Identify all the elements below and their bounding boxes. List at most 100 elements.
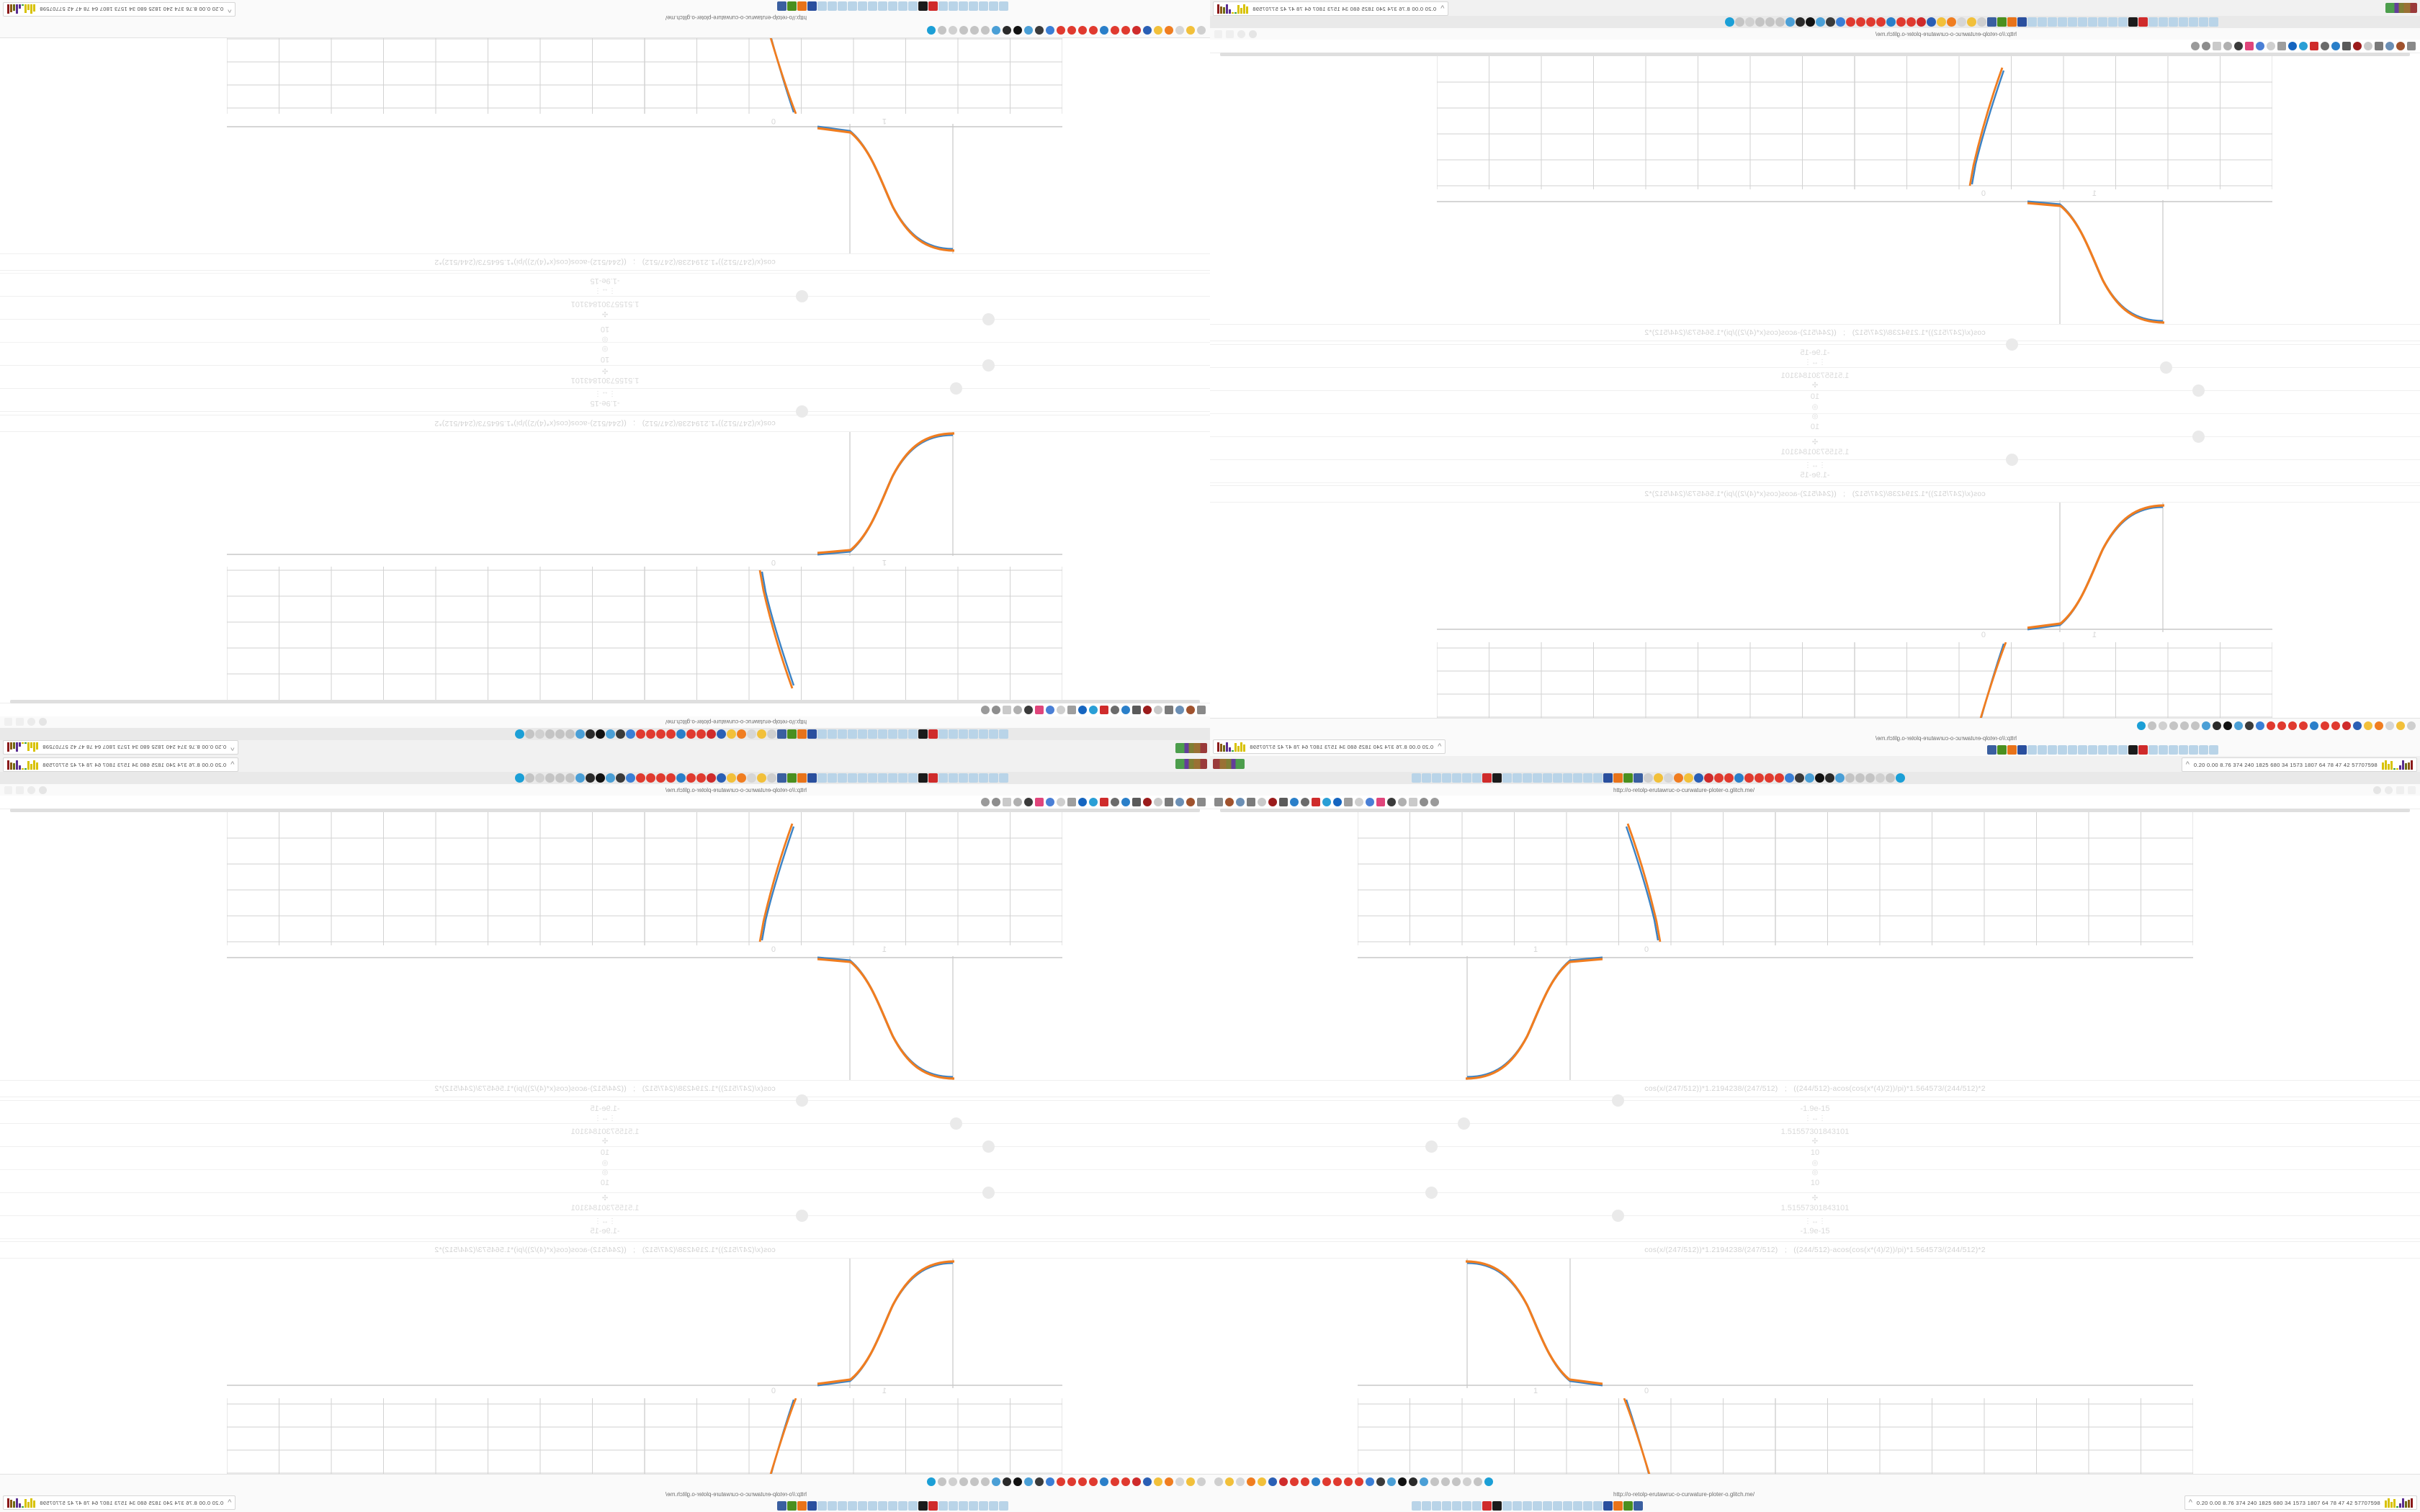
ellipse-icon[interactable] xyxy=(1355,798,1363,806)
toolbar-icon[interactable] xyxy=(555,773,565,783)
tab-favicon[interactable] xyxy=(1432,773,1441,783)
slider-track[interactable] xyxy=(0,411,1210,412)
tab-favicon[interactable] xyxy=(1442,773,1451,783)
toolbar-icon[interactable] xyxy=(757,773,766,783)
plus-blue-icon[interactable] xyxy=(2288,42,2297,50)
toolbar-icon[interactable] xyxy=(616,729,625,739)
control-row-2[interactable]: 10 ◎ xyxy=(1210,384,2420,414)
cog-grey-icon[interactable] xyxy=(1067,798,1076,806)
control-row-3[interactable]: ◎ 10 xyxy=(0,320,1210,343)
slider-track[interactable] xyxy=(0,296,1210,297)
cog-grey-icon[interactable] xyxy=(1067,706,1076,714)
toolbar-icon[interactable] xyxy=(1724,773,1734,783)
disc-icon[interactable] xyxy=(1154,706,1162,714)
tab-favicon[interactable] xyxy=(787,1,797,11)
control-row-5[interactable]: ⋮↔⋮ -1.9e-15 xyxy=(0,273,1210,302)
toolbar-icon[interactable] xyxy=(636,773,645,783)
toolbar-icon[interactable] xyxy=(2213,721,2221,730)
tab-favicon[interactable] xyxy=(969,773,978,783)
formula-bar-lower[interactable]: cos(x/(247/512))*1.2194238/(247/512) ; (… xyxy=(0,253,1210,271)
control-row-3[interactable]: ◎ 10 xyxy=(1210,413,2420,436)
tab-favicon[interactable] xyxy=(797,1,807,11)
formula-text-upper[interactable]: cos(x/(247/512))*1.2194238/(247/512) ; (… xyxy=(1644,1084,1986,1093)
tab-favicon[interactable] xyxy=(2108,17,2118,27)
move-all-icon[interactable]: ✣ xyxy=(601,1138,609,1146)
control-row-1[interactable]: 1.51557301843101 ✣ xyxy=(1210,1117,2420,1147)
slider-track[interactable] xyxy=(1210,436,2420,437)
toolbar-icon[interactable] xyxy=(646,773,655,783)
color-wheel-icon[interactable] xyxy=(1121,798,1130,806)
disc-icon[interactable] xyxy=(1154,798,1162,806)
move-all-icon[interactable]: ✣ xyxy=(601,1194,609,1202)
toolbar-icon[interactable] xyxy=(646,729,655,739)
toolbar-icon[interactable] xyxy=(586,729,595,739)
target-icon[interactable]: ◎ xyxy=(601,345,609,353)
tab-favicon[interactable] xyxy=(777,1,786,11)
tab-favicon[interactable] xyxy=(878,1501,887,1511)
toolbar-icon[interactable] xyxy=(2245,721,2254,730)
toolbar-icon[interactable] xyxy=(2331,721,2340,730)
tab-favicon[interactable] xyxy=(999,1,1008,11)
control-row-4[interactable]: ✣ 1.51557301843101 xyxy=(1210,1187,2420,1216)
toolbar-icon[interactable] xyxy=(586,773,595,783)
tab-favicon[interactable] xyxy=(868,729,877,739)
move-all-icon[interactable]: ✣ xyxy=(1811,438,1819,446)
devtools-perf-strip[interactable]: ^ 0.20 0.00 8.76 374 240 1825 680 34 157… xyxy=(3,757,239,772)
five-icon[interactable] xyxy=(1143,798,1152,806)
refresh-icon[interactable] xyxy=(2223,42,2232,50)
formula-text-upper[interactable]: cos(x/(247/512))*1.2194238/(247/512) ; (… xyxy=(1644,328,1986,337)
tab-favicons[interactable] xyxy=(1725,17,2420,27)
toolbar-icon[interactable] xyxy=(2256,721,2264,730)
toolbar-icon[interactable] xyxy=(727,729,736,739)
tab-favicon[interactable] xyxy=(2017,745,2027,755)
bookmarks-bar[interactable] xyxy=(1210,40,2420,53)
tab-favicon[interactable] xyxy=(938,729,948,739)
tab-favicon[interactable] xyxy=(797,729,807,739)
toolbar-icon[interactable] xyxy=(1387,1477,1396,1486)
toolbar-icon[interactable] xyxy=(959,26,968,35)
move-all-icon[interactable]: ✣ xyxy=(601,366,609,374)
plot-upper[interactable] xyxy=(1437,56,2272,189)
tab-favicon[interactable] xyxy=(868,773,877,783)
target-icon[interactable]: ◎ xyxy=(601,1159,609,1167)
plus-blue-icon[interactable] xyxy=(1078,798,1087,806)
toolbar-icon[interactable] xyxy=(1236,1477,1245,1486)
tab-favicon[interactable] xyxy=(1422,773,1431,783)
toolbar-icon[interactable] xyxy=(525,729,534,739)
toolbar-icon[interactable] xyxy=(1806,17,1815,27)
five-icon[interactable] xyxy=(2353,42,2362,50)
tab-favicon[interactable] xyxy=(1634,773,1643,783)
control-row-2[interactable]: 10 ◎ xyxy=(0,1140,1210,1170)
star-icon[interactable] xyxy=(992,798,1000,806)
plot-upper[interactable] xyxy=(1358,812,2193,945)
tab-favicons[interactable] xyxy=(515,729,1210,739)
toolbar-icon[interactable] xyxy=(535,773,544,783)
control-row-4[interactable]: ✣ 1.51557301843101 xyxy=(0,296,1210,325)
target-icon[interactable]: ◎ xyxy=(1811,1159,1819,1167)
bookmarks-bar[interactable] xyxy=(0,796,1210,809)
toolbar-icon[interactable] xyxy=(1684,773,1693,783)
address-bar-url[interactable]: http://o-retolp-erutawruc-o-curwature-pl… xyxy=(665,719,807,726)
bookmark-icon[interactable] xyxy=(4,786,12,794)
slider-track[interactable] xyxy=(1210,1146,2420,1147)
toolbar-icon[interactable] xyxy=(717,773,726,783)
tab-favicon[interactable] xyxy=(1623,1501,1633,1511)
shield-icon[interactable] xyxy=(1237,30,1245,38)
tab-favicon[interactable] xyxy=(898,773,908,783)
devtools-perf-strip[interactable]: ^ 0.20 0.00 8.76 374 240 1825 680 34 157… xyxy=(3,740,239,755)
toolbar-icon[interactable] xyxy=(959,1477,968,1486)
formula-bar-upper[interactable]: cos(x/(247/512))*1.2194238/(247/512) ; (… xyxy=(0,1080,1210,1097)
address-bar-actions[interactable] xyxy=(2373,786,2420,794)
address-bar-actions[interactable] xyxy=(0,718,47,726)
heart-red-icon[interactable] xyxy=(2310,42,2318,50)
toolbar-icon[interactable] xyxy=(981,1477,990,1486)
tab-favicon[interactable] xyxy=(1623,773,1633,783)
bookmarks-bar[interactable] xyxy=(0,703,1210,716)
tab-favicon[interactable] xyxy=(969,1501,978,1511)
toolbar-icon[interactable] xyxy=(535,729,544,739)
rainbow-icon[interactable] xyxy=(1035,706,1044,714)
globe-icon[interactable] xyxy=(1165,706,1173,714)
toolbar-icon[interactable] xyxy=(1111,26,1119,35)
heart-red-icon[interactable] xyxy=(1312,798,1320,806)
tab-favicon[interactable] xyxy=(949,1,958,11)
